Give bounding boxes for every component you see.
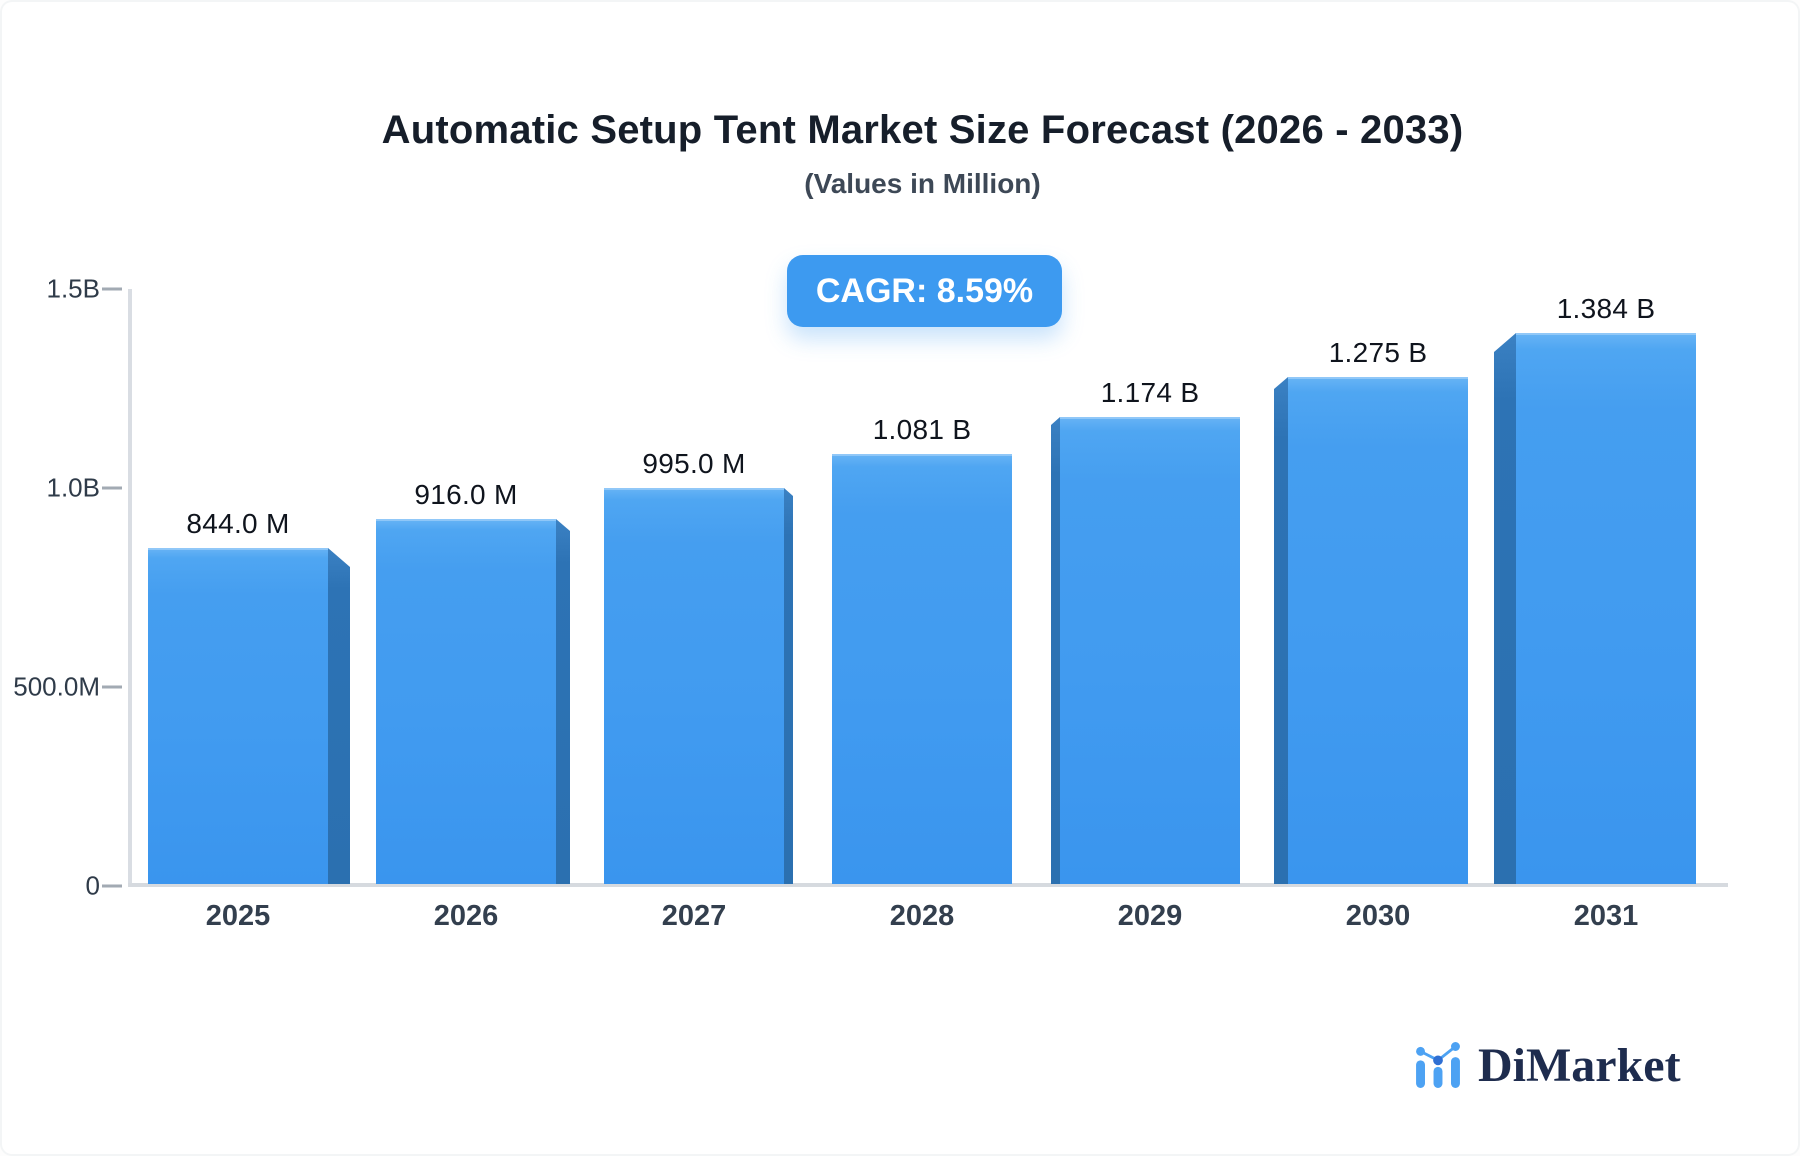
bar-value-label-2029: 1.174 B [1100, 377, 1200, 408]
bar-value-label-2027: 995.0 M [642, 448, 746, 479]
x-tick-label-2027: 2027 [661, 900, 727, 932]
bar-face [1288, 377, 1468, 884]
x-tick-label-2028: 2028 [889, 900, 955, 932]
x-tick-label-2029: 2029 [1117, 900, 1183, 932]
bar-3d-side [556, 519, 570, 884]
y-axis-line [128, 289, 132, 886]
bar-3d-side [1274, 377, 1288, 884]
bar-3d-side [328, 548, 350, 884]
y-tick-mark [102, 884, 122, 888]
bar-face [604, 488, 784, 884]
y-tick-label-0: 0 [85, 870, 100, 901]
bar-value-label-2031: 1.384 B [1556, 293, 1656, 324]
y-tick-label-500.0M: 500.0M [13, 671, 100, 702]
bar-face [1516, 333, 1696, 884]
y-tick-mark [102, 486, 122, 490]
x-tick-label-2031: 2031 [1573, 900, 1639, 932]
y-tick-label-1.0B: 1.0B [46, 472, 101, 503]
bar-2025: 844.0 M [148, 508, 350, 884]
y-tick-label-1.5B: 1.5B [46, 273, 101, 304]
bar-value-label-2028: 1.081 B [872, 414, 972, 445]
bar-face [1060, 417, 1240, 884]
bar-value-label-2030: 1.275 B [1328, 337, 1428, 368]
chart-title: Automatic Setup Tent Market Size Forecas… [381, 108, 1464, 152]
bar-2030: 1.275 B [1274, 337, 1468, 884]
chart-subtitle: (Values in Million) [804, 168, 1041, 199]
bar-3d-side [784, 488, 793, 884]
bar-face [376, 519, 556, 884]
mini-bar-line-chart-icon [1416, 1041, 1460, 1088]
bar-2027: 995.0 M [604, 448, 793, 884]
bar-2029: 1.174 B [1051, 377, 1240, 884]
x-axis-baseline [128, 883, 1728, 887]
y-tick-mark [102, 685, 122, 689]
x-tick-label-2026: 2026 [433, 900, 499, 932]
bar-face [148, 548, 328, 884]
brand-logo: DiMarket [1412, 1038, 1681, 1093]
bar-2031: 1.384 B [1494, 293, 1696, 884]
bar-3d-side [1051, 417, 1060, 884]
x-tick-label-2025: 2025 [205, 900, 271, 932]
bar-face [832, 454, 1012, 884]
bar-value-label-2026: 916.0 M [414, 479, 518, 510]
x-tick-label-2030: 2030 [1345, 900, 1411, 932]
y-tick-mark [102, 287, 122, 291]
bar-2028: 1.081 B [832, 414, 1012, 884]
brand-name: DiMarket [1478, 1039, 1681, 1092]
cagr-badge: CAGR: 8.59% [787, 255, 1062, 327]
bar-2026: 916.0 M [376, 479, 570, 884]
bar-value-label-2025: 844.0 M [186, 508, 290, 539]
bar-3d-side [1494, 333, 1516, 884]
